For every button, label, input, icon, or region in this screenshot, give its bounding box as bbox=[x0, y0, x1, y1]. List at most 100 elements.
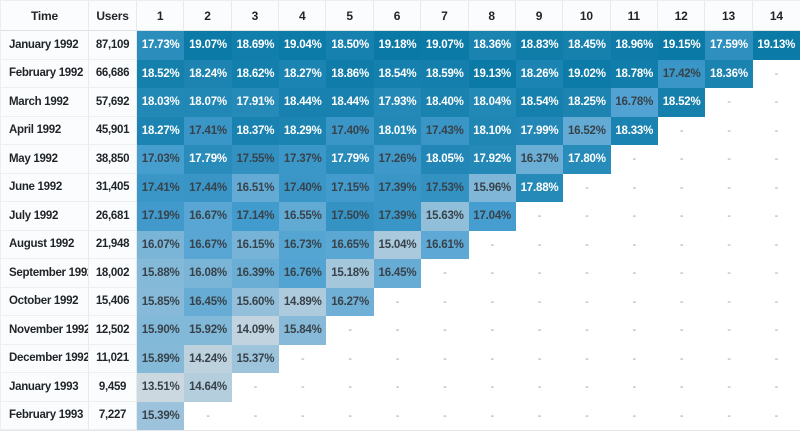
cohort-users-cell: 11,021 bbox=[89, 344, 137, 373]
retention-cell: 15.84% bbox=[279, 316, 327, 345]
missing-cell: - bbox=[705, 259, 753, 288]
retention-cell: 17.99% bbox=[515, 116, 564, 145]
retention-cell: 14.64% bbox=[184, 373, 232, 402]
retention-cell: 16.61% bbox=[421, 230, 469, 259]
retention-cell: 17.19% bbox=[137, 202, 185, 231]
missing-cell: - bbox=[373, 316, 422, 345]
missing-cell: - bbox=[515, 287, 564, 316]
retention-cell: 17.41% bbox=[184, 116, 232, 145]
retention-cell: 16.67% bbox=[184, 202, 232, 231]
retention-cell: 18.44% bbox=[326, 88, 374, 117]
retention-cell: 17.42% bbox=[657, 59, 706, 88]
missing-cell: - bbox=[421, 259, 469, 288]
missing-cell: - bbox=[231, 401, 280, 430]
cohort-users-cell: 45,901 bbox=[89, 116, 137, 145]
retention-cell: 18.27% bbox=[279, 59, 327, 88]
retention-cell: 19.02% bbox=[563, 59, 611, 88]
retention-cell: 18.24% bbox=[184, 59, 232, 88]
retention-cell: 18.10% bbox=[468, 116, 516, 145]
retention-cell: 16.73% bbox=[279, 230, 327, 259]
cohort-time-cell: May 1992 bbox=[1, 145, 89, 174]
missing-cell: - bbox=[515, 259, 564, 288]
retention-cell: 17.39% bbox=[373, 202, 422, 231]
missing-cell: - bbox=[373, 373, 422, 402]
missing-cell: - bbox=[610, 373, 658, 402]
missing-cell: - bbox=[563, 373, 611, 402]
retention-cell: 17.79% bbox=[184, 145, 232, 174]
retention-cell: 14.24% bbox=[184, 344, 232, 373]
missing-cell: - bbox=[752, 344, 800, 373]
missing-cell: - bbox=[610, 202, 658, 231]
period-column-header: 14 bbox=[752, 1, 800, 31]
retention-cell: 17.92% bbox=[468, 145, 516, 174]
retention-cell: 18.45% bbox=[563, 31, 611, 60]
missing-cell: - bbox=[421, 373, 469, 402]
missing-cell: - bbox=[373, 287, 422, 316]
retention-cell: 18.03% bbox=[137, 88, 185, 117]
retention-cell: 19.07% bbox=[421, 31, 469, 60]
retention-cell: 18.40% bbox=[421, 88, 469, 117]
retention-cell: 18.83% bbox=[515, 31, 564, 60]
missing-cell: - bbox=[752, 373, 800, 402]
missing-cell: - bbox=[468, 259, 516, 288]
retention-cell: 16.15% bbox=[231, 230, 280, 259]
missing-cell: - bbox=[515, 344, 564, 373]
missing-cell: - bbox=[515, 373, 564, 402]
retention-cell: 14.09% bbox=[231, 316, 280, 345]
missing-cell: - bbox=[184, 401, 232, 430]
cohort-time-cell: April 1992 bbox=[1, 116, 89, 145]
missing-cell: - bbox=[610, 230, 658, 259]
retention-cell: 18.62% bbox=[231, 59, 280, 88]
missing-cell: - bbox=[421, 316, 469, 345]
missing-cell: - bbox=[657, 316, 706, 345]
missing-cell: - bbox=[468, 401, 516, 430]
retention-cell: 17.91% bbox=[231, 88, 280, 117]
retention-cell: 19.13% bbox=[468, 59, 516, 88]
period-column-header: 13 bbox=[705, 1, 753, 31]
cohort-users-cell: 21,948 bbox=[89, 230, 137, 259]
retention-cell: 19.13% bbox=[752, 31, 800, 60]
retention-cell: 16.45% bbox=[373, 259, 422, 288]
missing-cell: - bbox=[752, 88, 800, 117]
cohort-time-cell: January 1992 bbox=[1, 31, 89, 60]
retention-cell: 16.65% bbox=[326, 230, 374, 259]
retention-cell: 18.04% bbox=[468, 88, 516, 117]
retention-cell: 18.52% bbox=[137, 59, 185, 88]
cohort-time-cell: January 1993 bbox=[1, 373, 89, 402]
cohort-users-cell: 7,227 bbox=[89, 401, 137, 430]
missing-cell: - bbox=[326, 316, 374, 345]
missing-cell: - bbox=[468, 373, 516, 402]
retention-cell: 17.03% bbox=[137, 145, 185, 174]
retention-cell: 18.50% bbox=[326, 31, 374, 60]
missing-cell: - bbox=[468, 287, 516, 316]
retention-cell: 17.73% bbox=[137, 31, 185, 60]
cohort-users-cell: 31,405 bbox=[89, 173, 137, 202]
period-column-header: 4 bbox=[279, 1, 327, 31]
missing-cell: - bbox=[752, 116, 800, 145]
missing-cell: - bbox=[705, 287, 753, 316]
retention-cell: 15.96% bbox=[468, 173, 516, 202]
retention-cell: 15.60% bbox=[231, 287, 280, 316]
missing-cell: - bbox=[705, 344, 753, 373]
retention-cell: 18.96% bbox=[610, 31, 658, 60]
retention-cell: 16.39% bbox=[231, 259, 280, 288]
period-column-header: 5 bbox=[326, 1, 374, 31]
missing-cell: - bbox=[563, 401, 611, 430]
retention-cell: 15.90% bbox=[137, 316, 185, 345]
missing-cell: - bbox=[515, 401, 564, 430]
cohort-users-cell: 15,406 bbox=[89, 287, 137, 316]
missing-cell: - bbox=[752, 173, 800, 202]
cohort-users-cell: 9,459 bbox=[89, 373, 137, 402]
retention-cell: 16.67% bbox=[184, 230, 232, 259]
missing-cell: - bbox=[515, 230, 564, 259]
missing-cell: - bbox=[610, 316, 658, 345]
missing-cell: - bbox=[373, 401, 422, 430]
missing-cell: - bbox=[563, 202, 611, 231]
retention-cell: 17.88% bbox=[515, 173, 564, 202]
retention-cell: 17.44% bbox=[184, 173, 232, 202]
retention-cell: 18.54% bbox=[373, 59, 422, 88]
missing-cell: - bbox=[468, 344, 516, 373]
missing-cell: - bbox=[610, 259, 658, 288]
missing-cell: - bbox=[752, 287, 800, 316]
retention-cell: 19.04% bbox=[279, 31, 327, 60]
